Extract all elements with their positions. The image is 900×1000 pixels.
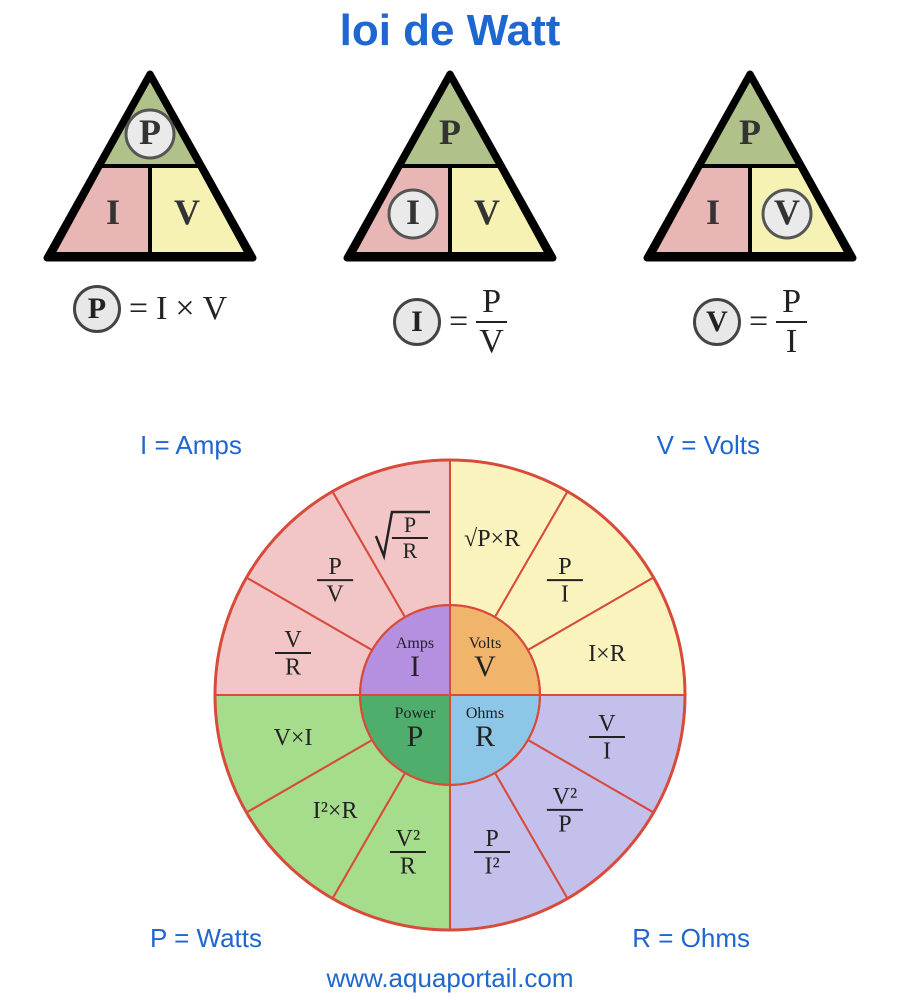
svg-text:R: R (285, 655, 301, 681)
svg-text:P: P (139, 112, 161, 152)
svg-text:P: P (404, 512, 416, 537)
lhs-v: V (693, 298, 741, 346)
svg-text:R: R (403, 538, 418, 563)
svg-text:V: V (174, 192, 200, 232)
triangle-v: PI V V = P I (610, 66, 890, 359)
triangle-i: PIV I = P V (310, 66, 590, 359)
formula-p: P = I × V (10, 285, 290, 333)
svg-text:I: I (561, 582, 569, 608)
svg-text:P: P (558, 812, 571, 838)
triangle-p: PIV P = I × V (10, 66, 290, 359)
triangle-row: PIV P = I × V PIV I = P V PIV V = P I (0, 66, 900, 359)
svg-text:V: V (774, 192, 800, 232)
svg-text:I×R: I×R (588, 641, 626, 667)
svg-text:P: P (439, 112, 461, 152)
svg-text:V²: V² (396, 826, 421, 852)
svg-text:V: V (474, 192, 500, 232)
svg-text:I²×R: I²×R (313, 798, 358, 824)
page-title: loi de Watt (0, 0, 900, 56)
lhs-p: P (73, 285, 121, 333)
svg-text:I: I (706, 192, 720, 232)
svg-text:P: P (558, 554, 571, 580)
svg-text:P: P (328, 554, 341, 580)
lhs-i: I (393, 298, 441, 346)
svg-text:I: I (406, 192, 420, 232)
svg-text:V: V (474, 650, 496, 683)
svg-text:P: P (739, 112, 761, 152)
footer-url: www.aquaportail.com (0, 963, 900, 994)
svg-text:V: V (598, 711, 616, 737)
svg-text:P: P (407, 720, 424, 753)
svg-text:√P×R: √P×R (464, 526, 520, 552)
formula-v: V = P I (610, 285, 890, 359)
svg-text:R: R (475, 720, 495, 753)
svg-text:V²: V² (553, 784, 578, 810)
svg-text:V: V (284, 627, 302, 653)
formula-wheel: AmpsIVRPVPRVoltsV√P×RPII×ROhmsRVIV²PPI²P… (0, 410, 900, 970)
svg-text:I: I (106, 192, 120, 232)
svg-text:I²: I² (484, 854, 499, 880)
svg-text:R: R (400, 854, 416, 880)
svg-text:I: I (410, 650, 420, 683)
formula-i: I = P V (310, 285, 590, 359)
svg-text:V: V (326, 582, 344, 608)
svg-text:I: I (603, 739, 611, 765)
svg-text:V×I: V×I (274, 725, 313, 751)
svg-text:P: P (485, 826, 498, 852)
